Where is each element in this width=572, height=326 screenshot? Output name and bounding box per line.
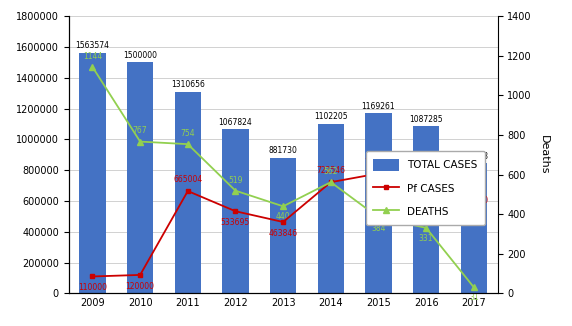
Text: 1563574: 1563574 — [76, 41, 109, 51]
DEATHS — [423, 226, 430, 230]
Text: 1310656: 1310656 — [171, 80, 205, 89]
Text: 440: 440 — [276, 213, 291, 221]
Bar — [223, 129, 249, 293]
Text: 767: 767 — [133, 126, 148, 135]
Line: DEATHS: DEATHS — [89, 64, 477, 291]
Text: 1102205: 1102205 — [314, 112, 348, 121]
Text: 463846: 463846 — [269, 229, 297, 238]
Bar — [174, 92, 201, 293]
Line: Pf CASES: Pf CASES — [90, 171, 476, 279]
Text: 331: 331 — [419, 234, 434, 243]
Bar — [127, 63, 153, 293]
Text: 110000: 110000 — [78, 283, 107, 292]
Pf CASES — [232, 209, 239, 213]
Pf CASES — [137, 273, 144, 277]
Text: 844558: 844558 — [459, 152, 488, 161]
Text: 711502: 711502 — [412, 168, 440, 177]
Bar — [317, 124, 344, 293]
Legend: TOTAL CASES, Pf CASES, DEATHS: TOTAL CASES, Pf CASES, DEATHS — [366, 151, 485, 225]
Text: 120000: 120000 — [126, 282, 154, 291]
Pf CASES — [89, 274, 96, 278]
Text: 1087285: 1087285 — [410, 115, 443, 124]
DEATHS — [470, 285, 477, 289]
Y-axis label: Deaths: Deaths — [539, 135, 549, 175]
DEATHS — [280, 204, 287, 208]
Bar — [366, 113, 392, 293]
Text: 31: 31 — [469, 293, 479, 303]
Pf CASES — [423, 182, 430, 186]
Bar — [270, 158, 296, 293]
Text: 1500000: 1500000 — [123, 51, 157, 60]
DEATHS — [375, 215, 382, 219]
Text: 778821: 778821 — [364, 157, 393, 167]
Text: 384: 384 — [371, 224, 386, 232]
Pf CASES — [375, 171, 382, 175]
Text: 562: 562 — [324, 167, 338, 176]
DEATHS — [327, 180, 334, 184]
DEATHS — [137, 140, 144, 143]
Bar — [460, 163, 487, 293]
Pf CASES — [327, 180, 334, 184]
Text: 881730: 881730 — [269, 146, 297, 156]
Text: 1169261: 1169261 — [362, 102, 395, 111]
DEATHS — [184, 142, 191, 146]
Text: 529530: 529530 — [459, 196, 488, 205]
Pf CASES — [184, 189, 191, 193]
DEATHS — [232, 189, 239, 193]
Text: 519: 519 — [228, 175, 243, 185]
Bar — [413, 126, 439, 293]
Pf CASES — [280, 220, 287, 224]
Text: 1067824: 1067824 — [219, 118, 252, 127]
Text: 1144: 1144 — [83, 52, 102, 61]
Text: 722546: 722546 — [316, 166, 345, 175]
Bar — [80, 53, 106, 293]
Text: 754: 754 — [181, 129, 195, 138]
Pf CASES — [470, 210, 477, 214]
Text: 533695: 533695 — [221, 218, 250, 227]
DEATHS — [89, 65, 96, 69]
Text: 665004: 665004 — [173, 175, 202, 184]
